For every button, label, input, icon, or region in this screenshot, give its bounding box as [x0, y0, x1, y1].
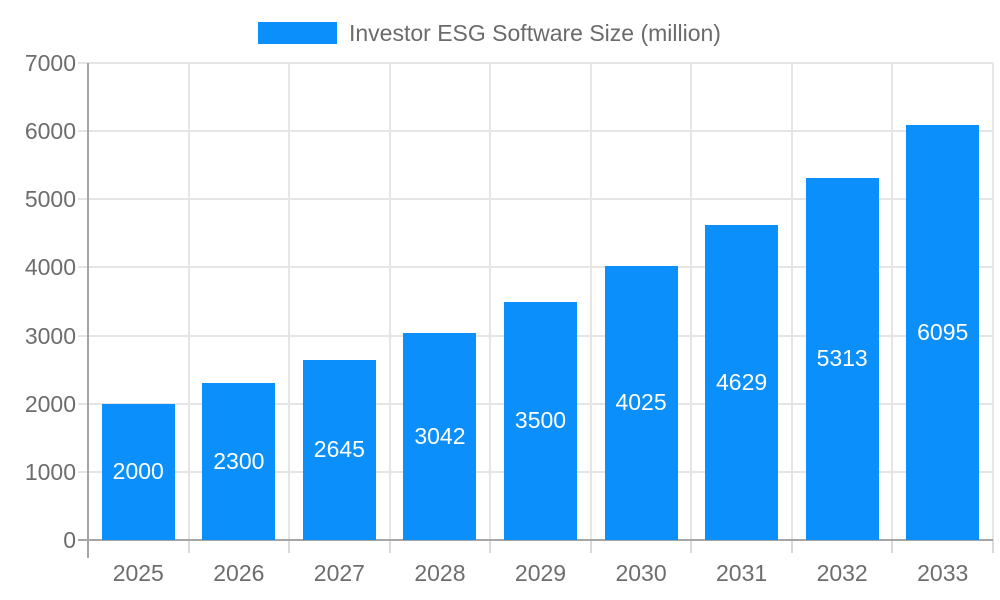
- bar: 2000: [101, 403, 175, 540]
- gridline: [187, 63, 190, 540]
- x-axis-label: 2027: [313, 560, 365, 586]
- legend-label: Investor ESG Software Size (million): [349, 20, 721, 46]
- bar: 2645: [302, 359, 376, 540]
- bar-value-label: 3500: [514, 407, 567, 434]
- y-axis-label: 1000: [24, 458, 76, 485]
- y-axis-label: 5000: [24, 186, 76, 213]
- y-axis-label: 7000: [24, 50, 76, 76]
- y-axis-label: 3000: [24, 322, 76, 349]
- bar: 4025: [604, 265, 678, 540]
- bar-value-label: 4025: [615, 389, 667, 416]
- bar: 4629: [705, 224, 779, 540]
- legend-swatch: [258, 22, 337, 44]
- bar-value-label: 2000: [112, 458, 164, 485]
- x-axis-tick: [388, 540, 391, 553]
- x-axis-label: 2029: [514, 560, 567, 586]
- gridline: [489, 63, 492, 540]
- x-axis-label: 2025: [112, 560, 164, 586]
- gridline: [78, 62, 993, 64]
- bar-value-label: 4629: [716, 368, 768, 395]
- x-axis-label: 2030: [615, 560, 667, 586]
- x-axis-tick: [790, 540, 793, 553]
- y-axis-line: [87, 63, 89, 558]
- x-axis-tick: [187, 540, 190, 553]
- bar-value-label: 2645: [313, 436, 365, 463]
- bar: 5313: [805, 177, 879, 540]
- x-axis-label: 2033: [917, 560, 969, 586]
- legend[interactable]: Investor ESG Software Size (million): [258, 20, 721, 46]
- gridline: [690, 63, 693, 540]
- y-axis-label: 4000: [24, 254, 76, 281]
- x-axis-line: [78, 539, 993, 541]
- y-axis-label: 0: [63, 527, 76, 553]
- gridline: [78, 198, 993, 201]
- gridline: [78, 266, 993, 269]
- x-axis-tick: [489, 540, 492, 553]
- bar: 3500: [504, 301, 577, 540]
- gridline: [891, 63, 894, 540]
- gridline: [388, 63, 391, 540]
- x-axis-tick: [891, 540, 894, 553]
- gridline: [790, 63, 793, 540]
- x-axis-label: 2028: [414, 560, 466, 586]
- bar: 3042: [403, 332, 477, 540]
- gridline: [288, 63, 291, 540]
- gridline: [589, 63, 592, 540]
- x-axis-tick: [288, 540, 291, 553]
- gridline: [78, 130, 993, 133]
- bar: 6095: [906, 124, 980, 540]
- gridline: [992, 63, 994, 540]
- x-axis-label: 2032: [816, 560, 868, 586]
- x-axis-tick: [992, 540, 994, 553]
- bar-value-label: 2300: [213, 448, 265, 475]
- x-axis-label: 2026: [213, 560, 265, 586]
- x-axis-tick: [690, 540, 693, 553]
- bar-value-label: 6095: [917, 318, 969, 345]
- bar-value-label: 3042: [414, 422, 466, 449]
- x-axis-tick: [589, 540, 592, 553]
- bar-value-label: 5313: [816, 345, 868, 372]
- bar: 2300: [202, 383, 276, 540]
- x-axis-label: 2031: [716, 560, 768, 586]
- y-axis-label: 2000: [24, 390, 76, 417]
- y-axis-label: 6000: [24, 118, 76, 145]
